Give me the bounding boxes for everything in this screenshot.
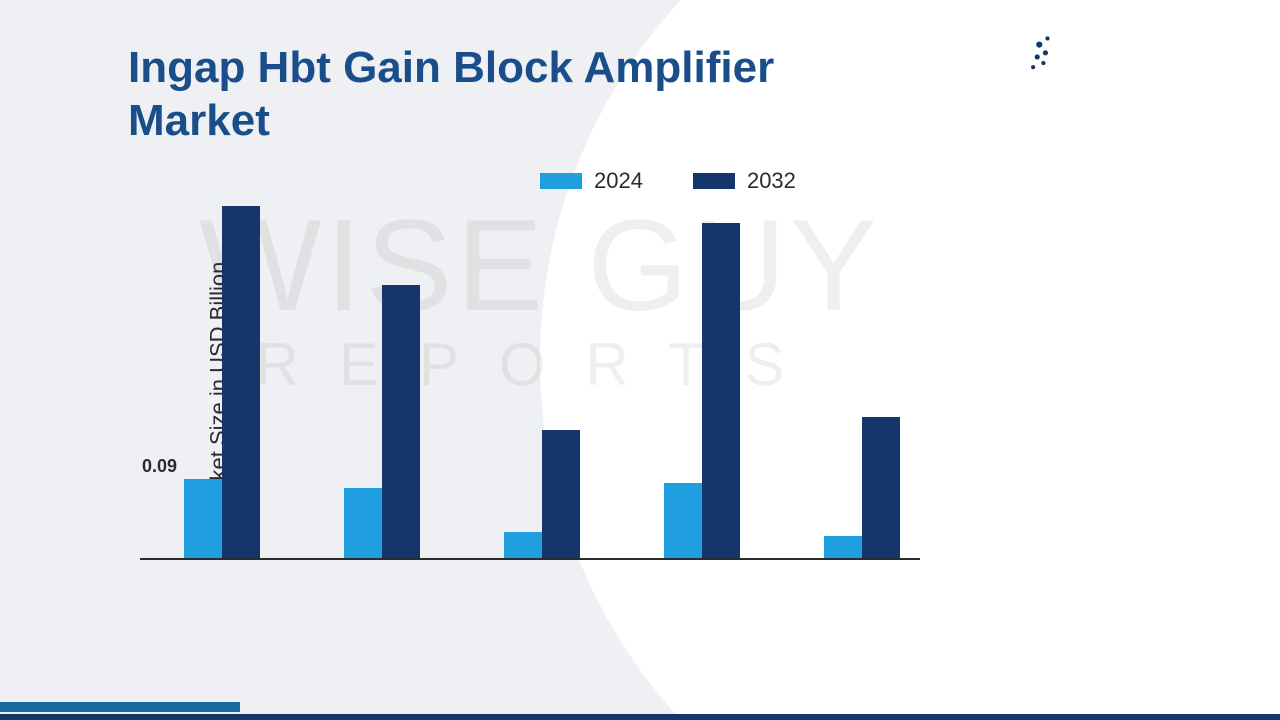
legend-swatch-b	[693, 173, 735, 189]
page: WISE GUY REPORTS Ingap Hbt Gain Block Am…	[0, 0, 1280, 720]
bar-series-b	[382, 285, 420, 558]
logo-subtext: REPORTS	[1048, 64, 1268, 82]
bar-series-b	[542, 430, 580, 558]
plot-area: 0.09NORTH AMERICAEUROPESOUTH AMERICAASIA…	[140, 190, 920, 560]
bar-series-a	[344, 488, 382, 558]
legend-swatch-a	[540, 173, 582, 189]
bar-series-a	[824, 536, 862, 558]
bar-series-a	[184, 479, 222, 558]
footer-accent-2	[0, 714, 1280, 720]
chart-area: Market Size in USD Billion 0.09NORTH AME…	[100, 190, 920, 590]
chart-title: Ingap Hbt Gain Block Amplifier Market	[128, 42, 848, 148]
bar-series-b	[222, 206, 260, 558]
bar-value-label: 0.09	[142, 456, 177, 477]
brand-logo: WISE GUY REPORTS	[1048, 22, 1256, 82]
logo-text-bold: GUY	[1166, 20, 1256, 64]
bar-series-b	[702, 223, 740, 558]
footer-accent-1	[0, 702, 240, 712]
logo-text-light: WISE	[1048, 20, 1154, 64]
bar-series-a	[504, 532, 542, 558]
bar-series-a	[664, 483, 702, 558]
bar-series-b	[862, 417, 900, 558]
